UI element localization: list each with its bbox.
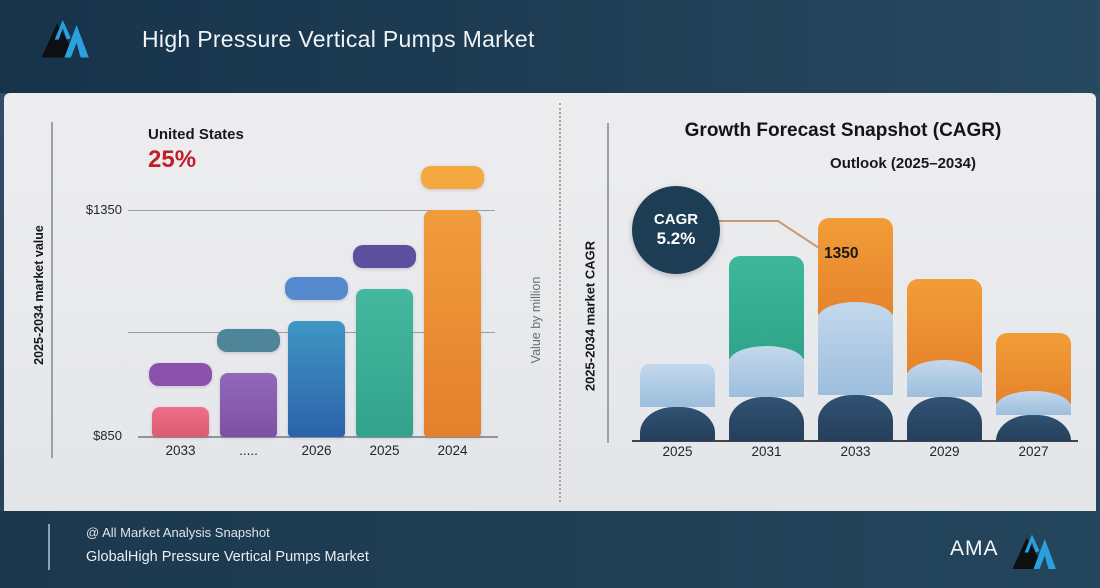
left-bar-2025: [356, 289, 413, 437]
right-bar-mid-2025: [640, 364, 715, 407]
left-bar-cap-.....: [217, 329, 280, 352]
left-y-axis-line: [51, 122, 53, 458]
left-x-tick: 2025: [369, 443, 400, 458]
cagr-badge-label: CAGR: [653, 210, 699, 228]
right-x-tick: 2027: [1018, 444, 1049, 459]
right-chart-title: Growth Forecast Snapshot (CAGR): [684, 120, 1002, 141]
footer-source: GlobalHigh Pressure Vertical Pumps Marke…: [86, 549, 369, 565]
ama-logo-icon: [41, 20, 89, 58]
left-x-axis-line: [138, 436, 498, 438]
right-y-axis-line: [607, 123, 609, 443]
left-x-tick: 2026: [301, 443, 332, 458]
left-bar-cap-2025: [353, 245, 416, 268]
value-by-million-label: Value by million: [529, 276, 543, 364]
left-bar-2033: [152, 407, 209, 437]
right-bar-base-2029: [907, 397, 982, 441]
right-bar-mid-2027: [996, 391, 1071, 415]
left-y-tick: $850: [93, 428, 122, 443]
right-x-tick: 2031: [751, 444, 782, 459]
left-bar-cap-2033: [149, 363, 212, 386]
left-x-tick: 2033: [165, 443, 196, 458]
right-bar-base-2031: [729, 397, 804, 441]
region-label: United States: [148, 126, 244, 143]
gridline-1350: [128, 210, 495, 211]
right-bar-top-2033: [818, 218, 893, 315]
left-bar-.....: [220, 373, 277, 437]
right-x-tick: 2029: [929, 444, 960, 459]
footer-note: @ All Market Analysis Snapshot: [86, 525, 270, 540]
right-bar-base-2033: [818, 395, 893, 441]
left-bar-2024: [424, 210, 481, 437]
right-bar-base-2025: [640, 407, 715, 441]
left-x-tick: .....: [239, 443, 258, 458]
header: High Pressure Vertical Pumps Market: [0, 0, 1100, 93]
left-bar-cap-2026: [285, 277, 348, 300]
right-x-tick: 2025: [662, 444, 693, 459]
right-bar-top-2029: [907, 279, 982, 373]
right-x-tick: 2033: [840, 444, 871, 459]
ama-logo-footer-icon: [1012, 534, 1056, 569]
right-x-axis-line: [632, 440, 1078, 442]
left-y-tick: $1350: [85, 202, 122, 217]
right-bar-base-2027: [996, 415, 1071, 441]
left-x-tick: 2024: [437, 443, 468, 458]
footer-divider: [48, 524, 50, 570]
right-bar-mid-2029: [907, 360, 982, 397]
right-bar-mid-2031: [729, 346, 804, 397]
left-bar-2026: [288, 321, 345, 437]
region-highlight-value: 25%: [148, 146, 197, 173]
right-chart-subtitle: Outlook (2025–2034): [830, 155, 976, 172]
footer: @ All Market Analysis Snapshot GlobalHig…: [0, 511, 1100, 588]
left-y-axis-label: 2025-2034 market value: [32, 225, 46, 365]
page-title: High Pressure Vertical Pumps Market: [142, 26, 535, 52]
right-bar-mid-2033: [818, 302, 893, 395]
panel-divider: [559, 103, 561, 502]
peak-value-annotation: 1350: [824, 245, 859, 262]
right-y-axis-label: 2025-2034 market CAGR: [582, 240, 598, 392]
cagr-badge: CAGR 5.2%: [632, 186, 720, 274]
right-bar-top-2031: [729, 256, 804, 359]
cagr-badge-value: 5.2%: [656, 228, 696, 248]
footer-brand-text: AMA: [950, 537, 999, 560]
left-bar-cap-2024: [421, 166, 484, 189]
